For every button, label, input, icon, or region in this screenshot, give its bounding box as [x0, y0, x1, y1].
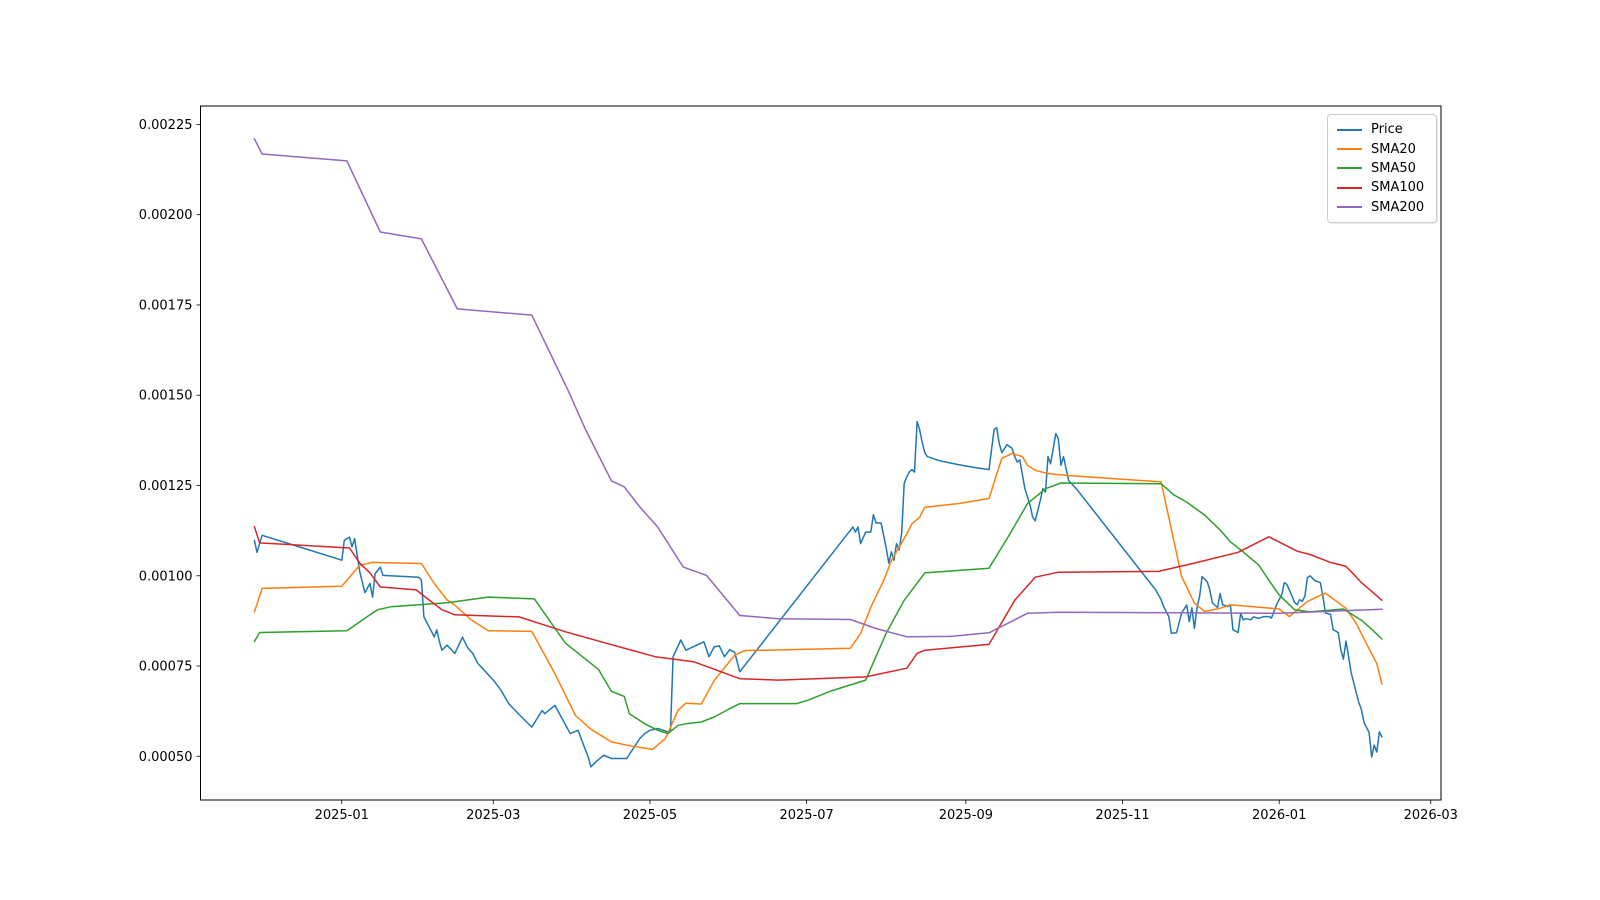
x-tick-label: 2026-01: [1252, 808, 1306, 823]
x-tick-label: 2025-01: [315, 808, 369, 823]
y-tick-label: 0.00175: [139, 298, 193, 313]
x-tick-label: 2025-11: [1095, 808, 1149, 823]
y-tick-label: 0.00075: [139, 660, 193, 675]
axes-spines: [200, 105, 1442, 801]
series-line-price: [253, 420, 1383, 768]
series-line-sma100: [253, 525, 1383, 681]
series-line-sma50: [253, 482, 1383, 735]
legend-item-sma20: SMA20: [1337, 143, 1428, 156]
y-tick-label: 0.00050: [139, 750, 193, 765]
y-tick-label: 0.00200: [139, 208, 193, 223]
legend-label-price: Price: [1371, 122, 1403, 138]
series-line-sma200: [253, 138, 1383, 638]
sma100-line-sample: [1337, 186, 1362, 189]
legend-label-sma20: SMA20: [1371, 141, 1416, 157]
legend-label-sma200: SMA200: [1371, 199, 1425, 215]
legend: Price SMA20 SMA50 SMA100 SMA200: [1327, 114, 1437, 223]
y-tick-label: 0.00100: [139, 569, 193, 584]
x-tick-label: 2025-05: [623, 808, 677, 823]
y-tick-label: 0.00225: [139, 118, 193, 133]
legend-label-sma100: SMA100: [1371, 180, 1425, 196]
legend-item-sma50: SMA50: [1337, 162, 1428, 175]
sma200-line-sample: [1337, 206, 1362, 209]
legend-label-sma50: SMA50: [1371, 160, 1416, 176]
x-tick-label: 2025-03: [466, 808, 520, 823]
x-tick-label: 2026-03: [1404, 808, 1458, 823]
price-line-sample: [1337, 128, 1362, 131]
y-tick-label: 0.00125: [139, 479, 193, 494]
series-line-sma20: [253, 452, 1383, 751]
sma20-line-sample: [1337, 148, 1362, 151]
legend-item-sma100: SMA100: [1337, 181, 1428, 194]
x-tick-label: 2025-09: [939, 808, 993, 823]
x-tick-label: 2025-07: [779, 808, 833, 823]
sma50-line-sample: [1337, 167, 1362, 170]
legend-item-sma200: SMA200: [1337, 201, 1428, 214]
y-tick-label: 0.00150: [139, 389, 193, 404]
legend-item-price: Price: [1337, 123, 1428, 136]
